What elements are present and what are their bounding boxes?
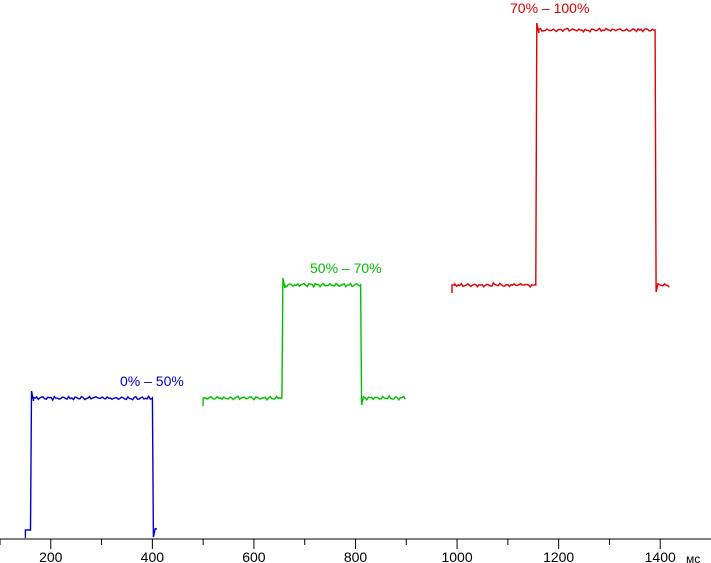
chart-svg: 200 400 600 800 1000 1200 1400: [0, 0, 711, 563]
tick-label: 1400: [645, 549, 676, 563]
series-label-range-0-50: 0% – 50%: [120, 373, 184, 389]
tick-label: 800: [344, 549, 368, 563]
tick-label: 1200: [543, 549, 574, 563]
series-range-50-70: [203, 278, 405, 406]
tick-label: 400: [141, 549, 165, 563]
tick-label: 200: [39, 549, 63, 563]
tick-label: 1000: [441, 549, 472, 563]
series-label-range-70-100: 70% – 100%: [510, 0, 589, 16]
tick-label: 600: [242, 549, 266, 563]
series-label-range-50-70: 50% – 70%: [310, 260, 382, 276]
series-range-70-100: [452, 23, 669, 293]
step-chart: 200 400 600 800 1000 1200 1400 0% – 50% 50% – 70…: [0, 0, 711, 563]
x-axis-label: мс: [686, 552, 700, 563]
series-range-0-50: [25, 391, 157, 538]
